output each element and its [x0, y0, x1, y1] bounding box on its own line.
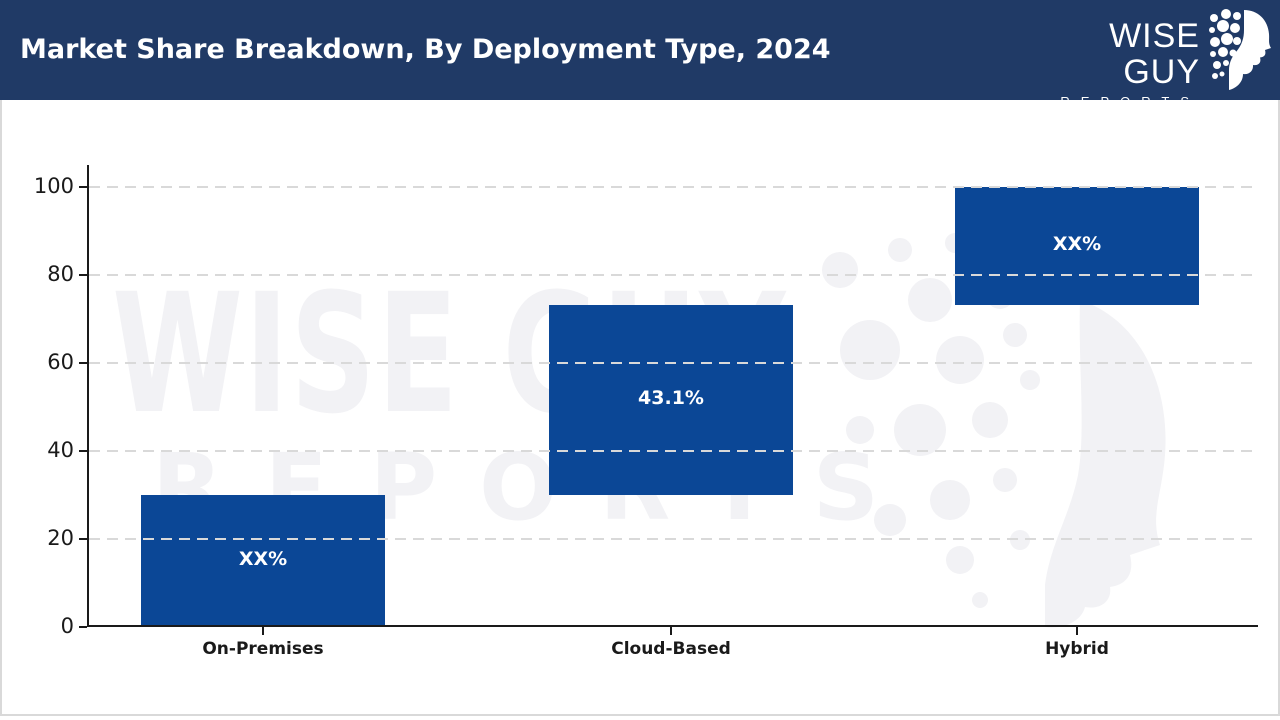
gridline-60 [89, 362, 1256, 364]
x-tick-1 [670, 627, 672, 635]
bar-on-premises [141, 495, 385, 627]
header-band: Market Share Breakdown, By Deployment Ty… [0, 0, 1280, 109]
wiseguy-logo-text: WISE GUY REPORTS [1032, 18, 1200, 112]
y-tick-80 [79, 274, 87, 276]
x-tick-2 [1076, 627, 1078, 635]
x-axis-line [87, 625, 1258, 627]
wiseguy-head-logo-icon [1209, 9, 1271, 90]
y-tick-100 [79, 186, 87, 188]
wiseguy-logo-line1: WISE GUY [1109, 17, 1200, 91]
bar-cloud-based [549, 305, 793, 495]
x-category-label: On-Premises [202, 639, 324, 659]
y-tick-label-20: 20 [47, 526, 74, 550]
y-tick-60 [79, 362, 87, 364]
y-tick-label-100: 100 [33, 174, 74, 198]
y-axis-line [87, 165, 89, 627]
y-tick-40 [79, 450, 87, 452]
bar-value-label: XX% [238, 548, 288, 570]
y-tick-0 [79, 626, 87, 628]
wiseguy-logo: WISE GUY REPORTS [1032, 6, 1272, 109]
y-tick-label-40: 40 [47, 438, 74, 462]
chart-title: Market Share Breakdown, By Deployment Ty… [20, 34, 831, 65]
wiseguy-logo-line2: REPORTS [1060, 94, 1200, 109]
bar-value-label: 43.1% [638, 387, 704, 410]
x-category-label: Cloud-Based [611, 639, 731, 659]
gridline-40 [89, 450, 1256, 452]
gridline-100 [89, 186, 1256, 188]
x-tick-0 [262, 627, 264, 635]
gridline-80 [89, 274, 1256, 276]
bar-hybrid [955, 187, 1199, 306]
y-tick-label-80: 80 [47, 262, 74, 286]
x-category-label: Hybrid [1045, 639, 1109, 659]
y-tick-20 [79, 538, 87, 540]
y-tick-label-60: 60 [47, 350, 74, 374]
y-tick-label-0: 0 [60, 614, 74, 638]
gridline-20 [89, 538, 1256, 540]
bar-value-label: XX% [1052, 233, 1102, 256]
